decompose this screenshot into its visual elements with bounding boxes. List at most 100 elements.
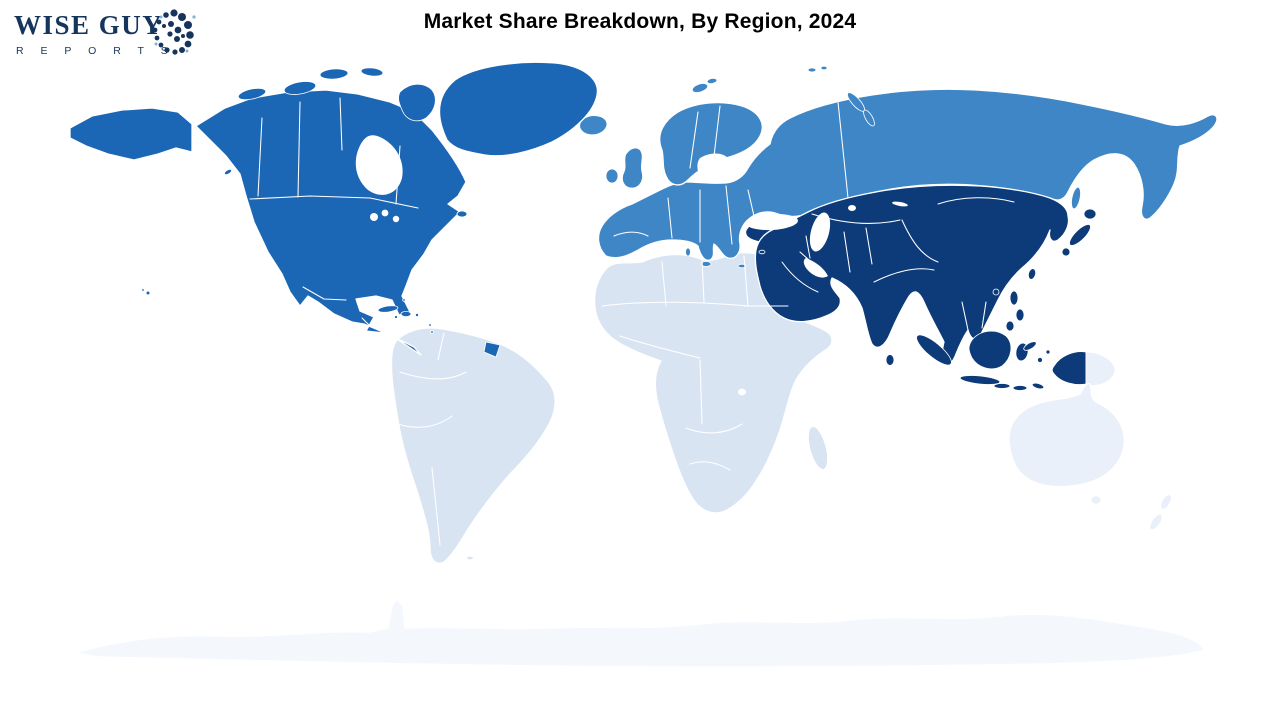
border-congo xyxy=(699,359,703,425)
border-thailand xyxy=(961,301,969,331)
great-lake-huron xyxy=(381,209,389,217)
sri-lanka xyxy=(885,354,895,366)
philippines-visayas xyxy=(1015,308,1025,322)
svalbard xyxy=(691,83,709,93)
great-britain xyxy=(622,147,643,189)
caspian-sea xyxy=(809,212,831,252)
alaska xyxy=(69,107,193,161)
moluccas-2 xyxy=(1045,349,1051,355)
border-south-africa xyxy=(689,461,731,471)
border-ontario-quebec xyxy=(395,145,401,205)
border-spain-france xyxy=(613,231,649,237)
sicily xyxy=(700,261,712,267)
hispaniola xyxy=(400,310,412,317)
border-sahara xyxy=(601,301,751,307)
sulawesi-arm xyxy=(1023,341,1037,351)
border-peru-bolivia xyxy=(397,415,453,428)
ellesmere-island xyxy=(319,68,349,80)
svalbard-north xyxy=(706,77,718,85)
aral-sea xyxy=(848,205,856,211)
franz-josef-land-east xyxy=(820,65,828,71)
scandinavia xyxy=(659,102,763,186)
border-west-africa-1 xyxy=(661,261,667,307)
border-ural xyxy=(837,101,849,199)
border-brazil-north xyxy=(399,371,467,380)
lesser-antilles-2 xyxy=(430,330,434,334)
border-libya-egypt xyxy=(743,255,749,307)
border-central-america-1 xyxy=(361,317,371,327)
black-sea xyxy=(746,213,798,231)
philippines-luzon xyxy=(1009,290,1019,306)
great-lake-superior xyxy=(370,213,378,221)
border-vietnam-laos xyxy=(981,301,987,329)
taiwan xyxy=(1027,268,1037,280)
europe-russia-mainland xyxy=(597,88,1218,261)
cyprus xyxy=(758,249,766,255)
hainan xyxy=(992,288,1000,296)
new-guinea-west xyxy=(1051,351,1087,385)
dotted-head-icon xyxy=(152,9,196,55)
lesser-sunda-2 xyxy=(1012,385,1028,391)
asia-mainland xyxy=(754,184,1070,366)
antarctica-shape xyxy=(77,598,1205,668)
lesser-antilles-1 xyxy=(428,323,432,327)
crete xyxy=(737,263,747,269)
australia xyxy=(1008,382,1125,488)
logo-subtitle: R E P O R T S xyxy=(16,45,175,57)
region-oceania xyxy=(1008,351,1172,531)
region-asia-middle-east xyxy=(744,184,1097,391)
border-algeria-libya xyxy=(701,259,705,303)
great-lake-erie xyxy=(392,215,400,223)
border-canada-prov-2 xyxy=(297,101,301,198)
border-iran-pakistan xyxy=(843,231,851,273)
border-poland-ukraine xyxy=(725,185,733,245)
border-saudi-east xyxy=(799,251,819,269)
border-afghanistan xyxy=(865,227,873,265)
border-canada-prov-3 xyxy=(339,97,343,151)
hawaii xyxy=(145,290,151,296)
hudson-bay xyxy=(355,135,403,195)
border-chile-argentina xyxy=(431,467,441,546)
timor xyxy=(1031,382,1045,390)
border-saudi-north xyxy=(781,261,819,293)
novaya-zemlya-north xyxy=(863,109,875,127)
region-antarctica xyxy=(77,598,1205,668)
sardinia xyxy=(685,247,691,257)
wise-guy-reports-logo: WISE GUY R E P O R T S xyxy=(14,9,196,57)
logo-wordmark: WISE GUY xyxy=(14,10,163,40)
japan-kyushu xyxy=(1061,247,1071,257)
madagascar xyxy=(808,426,828,470)
greenland xyxy=(438,61,598,157)
baltic-sea xyxy=(697,153,731,183)
new-guinea-east xyxy=(1085,351,1116,386)
franz-josef-land xyxy=(807,67,817,73)
puerto-rico xyxy=(414,312,419,317)
lake-victoria xyxy=(738,388,746,396)
baffin-island xyxy=(398,83,436,122)
new-zealand-north xyxy=(1160,494,1172,510)
border-sahel xyxy=(619,335,701,359)
border-china-west xyxy=(901,219,939,263)
border-central-america-2 xyxy=(381,333,391,343)
border-us-canada xyxy=(249,195,419,209)
region-south-america xyxy=(390,327,556,564)
hawaii-2 xyxy=(141,288,145,292)
persian-gulf xyxy=(803,258,828,278)
border-india-china xyxy=(873,268,935,283)
java xyxy=(959,375,1001,385)
sakhalin xyxy=(1071,186,1081,210)
border-angola-zambia xyxy=(685,423,743,434)
tasmania xyxy=(1090,495,1102,505)
north-america-mainland xyxy=(195,89,467,356)
region-north-america xyxy=(69,61,598,358)
border-canada-prov-1 xyxy=(257,117,263,197)
moluccas-1 xyxy=(1037,357,1043,363)
lesser-sunda-1 xyxy=(993,383,1011,389)
falkland-islands xyxy=(466,555,474,561)
page-title: Market Share Breakdown, By Region, 2024 xyxy=(423,10,857,33)
lake-balkhash xyxy=(892,201,908,207)
border-belarus-russia xyxy=(747,189,755,217)
border-sweden-finland xyxy=(713,105,721,157)
jamaica xyxy=(394,315,398,319)
borneo xyxy=(968,330,1012,370)
